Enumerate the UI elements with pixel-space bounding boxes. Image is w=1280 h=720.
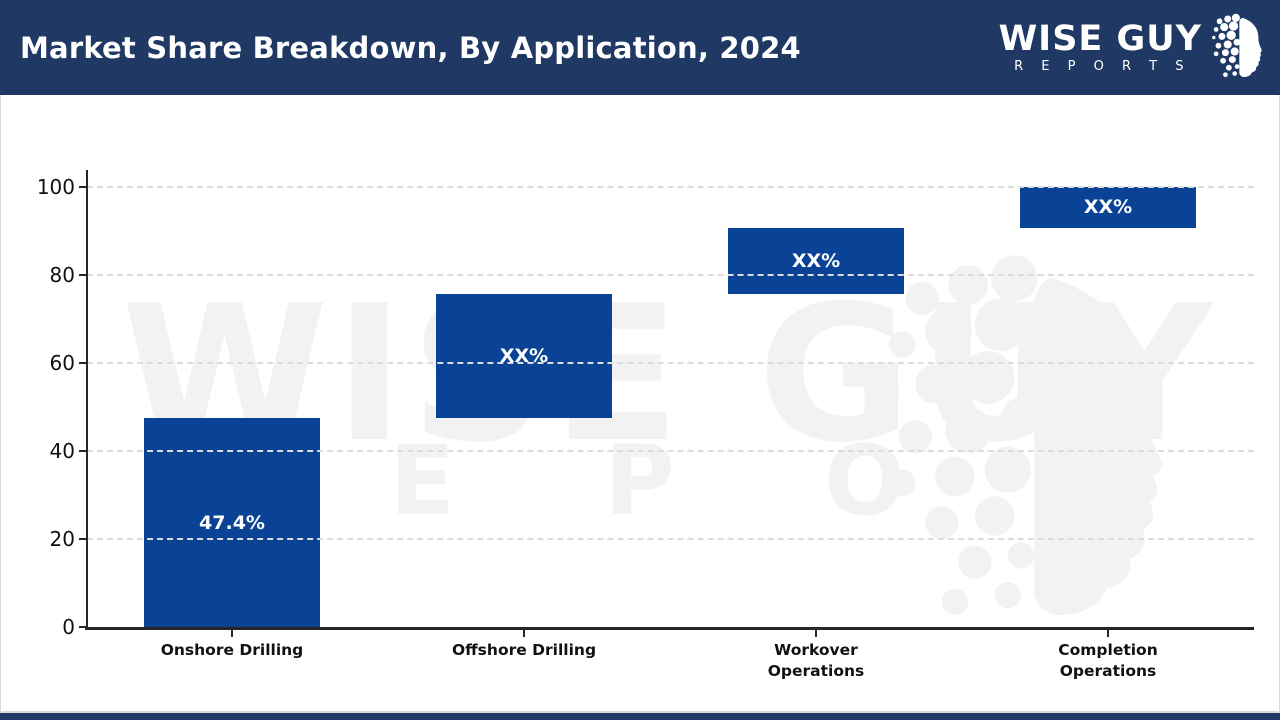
chart-area: WISE GUY R E P O R T S 47.4%XX%XX%XX%020… xyxy=(0,95,1280,713)
dotted-head-icon xyxy=(1212,13,1262,77)
y-tick-label: 20 xyxy=(49,527,75,551)
x-tick-mark xyxy=(231,630,233,637)
y-tick-label: 80 xyxy=(49,263,75,287)
header-bar: Market Share Breakdown, By Application, … xyxy=(0,0,1280,95)
bar-value-label: 47.4% xyxy=(199,511,265,534)
y-tick-label: 60 xyxy=(49,351,75,375)
bar-completion-operations xyxy=(1020,187,1196,228)
y-tick-mark xyxy=(79,274,86,276)
x-category-label: Onshore Drilling xyxy=(160,641,304,659)
bar-onshore-drilling xyxy=(144,418,320,627)
y-tick-label: 100 xyxy=(36,175,75,199)
brand-subtitle: R E P O R T S xyxy=(1014,59,1191,74)
gridline-40 xyxy=(87,450,1254,452)
x-axis-line xyxy=(85,627,1254,630)
bar-value-label: XX% xyxy=(1083,196,1133,219)
footer-bar xyxy=(0,713,1280,720)
x-tick-mark xyxy=(815,630,817,637)
y-tick-mark xyxy=(79,450,86,452)
gridline-80 xyxy=(87,274,1254,276)
y-tick-mark xyxy=(79,538,86,540)
bar-value-label: XX% xyxy=(499,345,549,368)
x-category-label: Workover Operations xyxy=(767,641,865,680)
gridline-20 xyxy=(87,538,1254,540)
y-tick-label: 40 xyxy=(49,439,75,463)
y-tick-mark xyxy=(79,362,86,364)
bar-offshore-drilling xyxy=(436,293,612,419)
bar-value-label: XX% xyxy=(791,249,841,272)
y-tick-label: 0 xyxy=(62,615,75,639)
brand-logo: WISE GUY R E P O R T S xyxy=(999,8,1266,88)
x-tick-mark xyxy=(1107,630,1109,637)
gridline-100 xyxy=(87,186,1254,188)
x-tick-mark xyxy=(523,630,525,637)
y-tick-mark xyxy=(79,186,86,188)
brand-name: WISE GUY xyxy=(998,19,1202,59)
page-title: Market Share Breakdown, By Application, … xyxy=(20,30,801,65)
y-tick-mark xyxy=(79,626,86,628)
bar-workover-operations xyxy=(728,227,904,294)
brand-logo-text: WISE GUY R E P O R T S xyxy=(998,19,1202,74)
gridline-60 xyxy=(87,362,1254,364)
y-axis-line xyxy=(86,170,88,628)
x-category-label: Completion Operations xyxy=(1058,641,1158,680)
x-category-label: Offshore Drilling xyxy=(451,641,597,659)
